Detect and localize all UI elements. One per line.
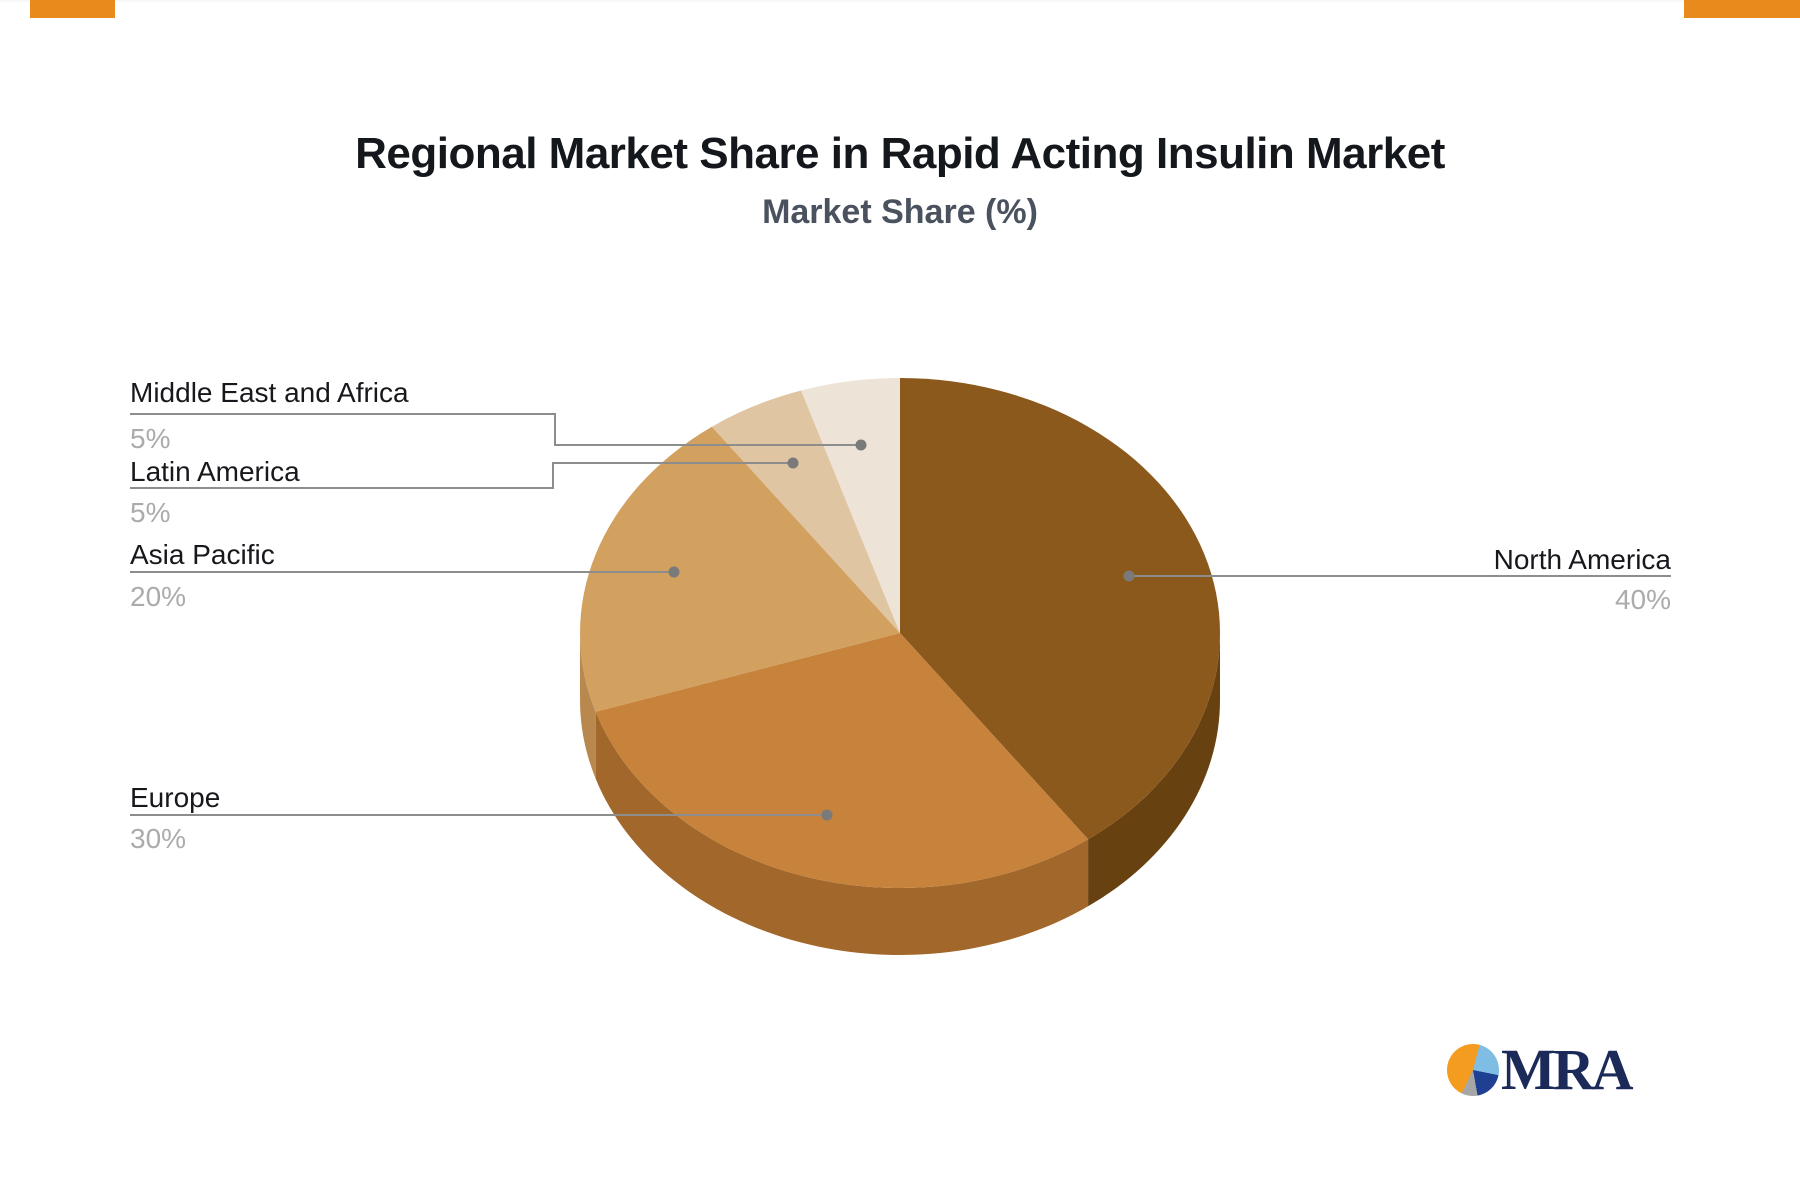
slice-label-middle-east-and-africa: Middle East and Africa [130, 377, 409, 408]
leader-line-middle-east-and-africa [130, 413, 861, 446]
slice-value-latin-america: 5% [130, 497, 171, 528]
pie-slice-middle-east-and-africa[interactable] [801, 378, 900, 633]
slice-value-asia-pacific: 20% [130, 581, 187, 612]
slice-label-asia-pacific: Asia Pacific [130, 539, 275, 570]
slice-value-middle-east-and-africa: 5% [130, 423, 171, 454]
leader-dot-latin-america [787, 457, 799, 469]
chart-title: Regional Market Share in Rapid Acting In… [355, 129, 1445, 178]
slice-value-europe: 30% [130, 823, 187, 854]
leader-dot-europe [821, 809, 833, 821]
slice-label-europe: Europe [130, 782, 221, 813]
pie-slice-europe[interactable] [595, 633, 1089, 888]
top-orange-bar-right [1684, 0, 1800, 18]
leader-line-latin-america [130, 462, 793, 489]
brand-logo-text: MRA [1501, 1037, 1634, 1102]
pie-slice-north-america[interactable] [900, 378, 1221, 840]
top-orange-bar-left [30, 0, 115, 18]
brand-logo: MRA [1447, 1037, 1634, 1102]
leader-dot-asia-pacific [668, 566, 680, 578]
brand-pie-icon [1447, 1044, 1499, 1096]
leader-dot-middle-east-and-africa [855, 439, 867, 451]
slice-label-north-america: North America [1493, 544, 1671, 575]
pie-slice-side-europe [595, 711, 1089, 955]
pie-slice-side-north-america [1088, 633, 1220, 907]
slice-label-latin-america: Latin America [130, 456, 300, 487]
leader-dot-north-america [1123, 570, 1135, 582]
chart-subtitle: Market Share (%) [762, 193, 1038, 231]
pie-slice-latin-america[interactable] [711, 390, 900, 634]
pie-slice-side-asia-pacific [580, 633, 596, 779]
page-top-edge [0, 0, 1800, 2]
slice-value-north-america: 40% [1614, 584, 1671, 615]
pie-slice-asia-pacific[interactable] [580, 426, 900, 712]
